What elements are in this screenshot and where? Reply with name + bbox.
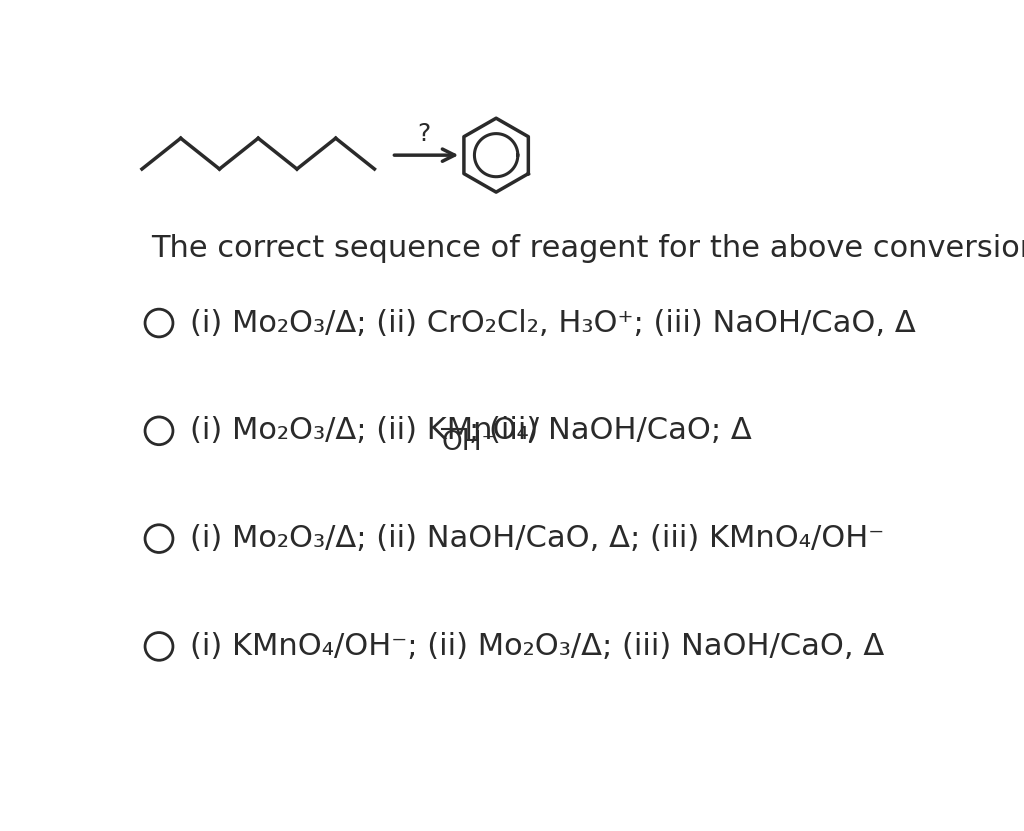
Text: (i) Mo₂O₃/Δ; (ii) NaOH/CaO, Δ; (iii) KMnO₄/OH⁻: (i) Mo₂O₃/Δ; (ii) NaOH/CaO, Δ; (iii) KMn… [190,524,885,553]
Text: The correct sequence of reagent for the above conversion: The correct sequence of reagent for the … [152,234,1024,263]
Text: ; (iii) NaOH/CaO; Δ: ; (iii) NaOH/CaO; Δ [469,416,752,445]
Text: ?: ? [418,122,431,146]
Text: (i) KMnO₄/OH⁻; (ii) Mo₂O₃/Δ; (iii) NaOH/CaO, Δ: (i) KMnO₄/OH⁻; (ii) Mo₂O₃/Δ; (iii) NaOH/… [190,632,885,661]
Text: (i) Mo₂O₃/Δ; (ii) KMnO₄/: (i) Mo₂O₃/Δ; (ii) KMnO₄/ [190,416,539,445]
Text: OH⁻: OH⁻ [442,430,497,456]
Text: (i) Mo₂O₃/Δ; (ii) CrO₂Cl₂, H₃O⁺; (iii) NaOH/CaO, Δ: (i) Mo₂O₃/Δ; (ii) CrO₂Cl₂, H₃O⁺; (iii) N… [190,308,915,337]
